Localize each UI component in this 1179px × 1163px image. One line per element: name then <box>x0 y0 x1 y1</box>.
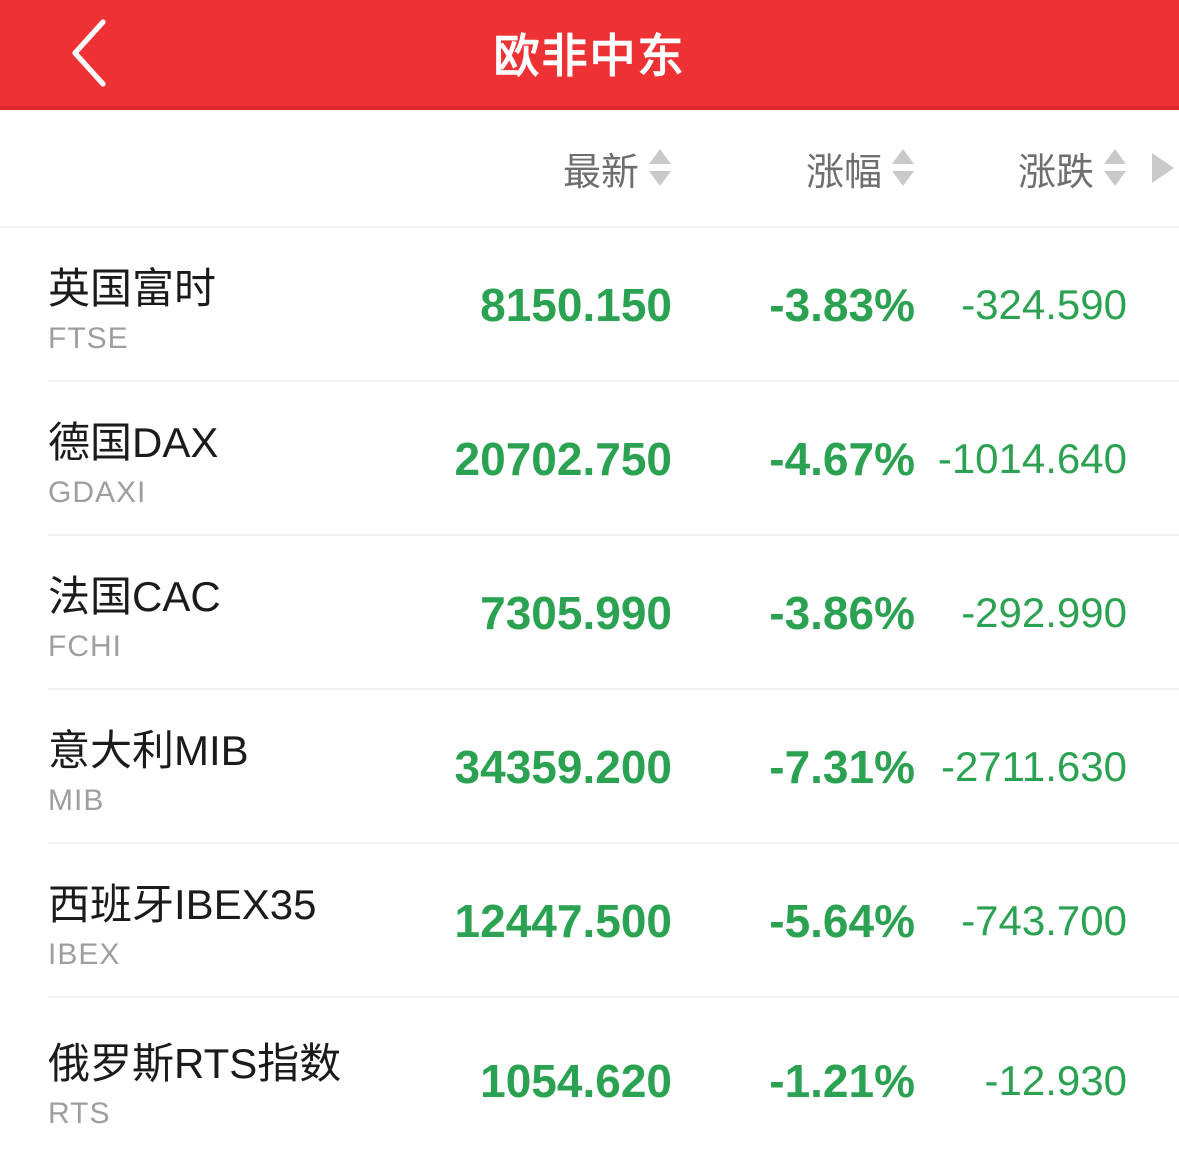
latest-value: 7305.990 <box>480 587 672 639</box>
index-symbol: IBEX <box>48 937 121 971</box>
index-row-ibex[interactable]: 西班牙IBEX35 IBEX 12447.500 -5.64% -743.700 <box>0 844 1179 998</box>
index-symbol: MIB <box>48 783 105 817</box>
sort-arrows-icon <box>649 149 671 186</box>
index-name-cell: 西班牙IBEX35 IBEX <box>48 871 440 972</box>
change-percent-value: -3.83% <box>769 279 915 331</box>
index-symbol: RTS <box>48 1097 111 1130</box>
change-percent-value: -1.21% <box>769 1054 915 1107</box>
row-divider <box>48 996 1179 998</box>
row-divider <box>48 842 1179 844</box>
latest-value: 12447.500 <box>454 895 672 947</box>
index-row-gdaxi[interactable]: 德国DAX GDAXI 20702.750 -4.67% -1014.640 <box>0 382 1179 536</box>
index-name-cell: 意大利MIB MIB <box>48 717 440 818</box>
column-label-change-percent: 涨幅 <box>805 151 882 194</box>
index-list: 英国富时 FTSE 8150.150 -3.83% -324.590 德国DAX… <box>0 228 1179 1163</box>
index-row-mib[interactable]: 意大利MIB MIB 34359.200 -7.31% -2711.630 <box>0 690 1179 844</box>
latest-value: 1054.620 <box>480 1054 672 1107</box>
change-value: -292.990 <box>961 589 1127 636</box>
nav-bar: 欧非中东 <box>0 0 1179 110</box>
more-columns-icon[interactable] <box>1152 153 1174 183</box>
sort-arrows-icon <box>1104 149 1126 186</box>
change-percent-value: -5.64% <box>769 895 915 947</box>
back-button[interactable] <box>40 0 140 106</box>
index-name: 法国CAC <box>48 572 221 620</box>
chevron-left-icon <box>72 19 106 87</box>
change-percent-value: -7.31% <box>769 741 915 793</box>
change-value: -1014.640 <box>937 435 1127 482</box>
index-symbol: FTSE <box>48 321 129 355</box>
index-name-cell: 英国富时 FTSE <box>48 255 440 356</box>
index-name-cell: 德国DAX GDAXI <box>48 409 440 510</box>
index-name: 俄罗斯RTS指数 <box>48 1040 342 1087</box>
index-row-rts[interactable]: 俄罗斯RTS指数 RTS 1054.620 -1.21% -12.930 <box>0 998 1179 1163</box>
sort-header-latest[interactable]: 最新 <box>440 141 672 196</box>
index-symbol: GDAXI <box>48 475 147 509</box>
change-value: -2711.630 <box>940 743 1127 790</box>
change-value: -324.590 <box>961 281 1127 328</box>
index-name: 英国富时 <box>48 264 217 312</box>
index-name-cell: 法国CAC FCHI <box>48 563 440 664</box>
change-value: -743.700 <box>961 897 1127 944</box>
index-name: 西班牙IBEX35 <box>48 880 317 928</box>
sort-header-change-percent[interactable]: 涨幅 <box>672 141 915 196</box>
index-row-fchi[interactable]: 法国CAC FCHI 7305.990 -3.86% -292.990 <box>0 536 1179 690</box>
sort-arrows-icon <box>892 149 914 186</box>
index-symbol: FCHI <box>48 629 122 663</box>
table-header-row: 最新 涨幅 涨跌 <box>0 110 1179 228</box>
sort-header-change[interactable]: 涨跌 <box>915 141 1127 196</box>
column-label-latest: 最新 <box>562 151 639 194</box>
change-percent-value: -4.67% <box>769 433 915 485</box>
index-row-ftse[interactable]: 英国富时 FTSE 8150.150 -3.83% -324.590 <box>0 228 1179 382</box>
latest-value: 8150.150 <box>480 279 672 331</box>
latest-value: 20702.750 <box>454 433 672 485</box>
index-name: 意大利MIB <box>48 726 249 774</box>
row-divider <box>48 380 1179 382</box>
page-title: 欧非中东 <box>493 30 686 82</box>
row-divider <box>48 688 1179 690</box>
index-name: 德国DAX <box>48 418 219 466</box>
latest-value: 34359.200 <box>454 741 672 793</box>
index-name-cell: 俄罗斯RTS指数 RTS <box>48 1030 440 1131</box>
column-label-change: 涨跌 <box>1017 151 1094 194</box>
change-value: -12.930 <box>984 1056 1127 1104</box>
row-divider <box>48 534 1179 536</box>
change-percent-value: -3.86% <box>769 587 915 639</box>
